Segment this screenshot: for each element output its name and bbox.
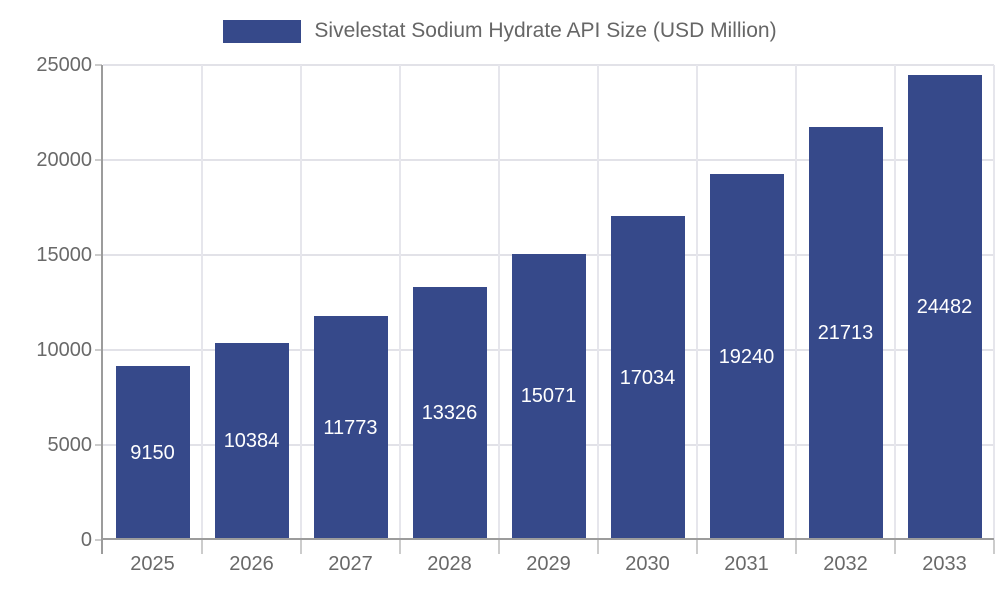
x-tick-label: 2028 [427,553,472,575]
y-tick-label: 25000 [36,54,92,76]
bar: 19240 [709,174,784,540]
gridline-horizontal [103,159,994,161]
gridline-vertical [498,65,500,540]
x-tick-mark [498,540,500,554]
bar-value-label: 15071 [520,385,577,408]
bar: 10384 [214,342,289,540]
gridline-vertical [993,65,995,540]
bar: 11773 [313,316,388,540]
gridline-vertical [894,65,896,540]
gridline-horizontal [103,64,994,66]
y-tick-label: 20000 [36,149,92,171]
x-tick-mark [993,540,995,554]
bar: 15071 [511,253,586,540]
x-tick-mark [201,540,203,554]
y-tick-mark [95,159,102,161]
plot-area: 9150 10384 11773 13326 15071 17034 19240 21713 2… [103,64,995,540]
gridline-vertical [696,65,698,540]
y-axis-line [101,65,103,554]
y-tick-mark [95,64,102,66]
x-axis-line [101,538,994,540]
bar-value-label: 21713 [817,322,874,345]
bar-value-label: 13326 [421,401,478,424]
legend-label: Sivelestat Sodium Hydrate API Size (USD … [314,19,777,42]
legend[interactable]: Sivelestat Sodium Hydrate API Size (USD … [0,17,1000,45]
y-tick-mark [95,349,102,351]
gridline-vertical [201,65,203,540]
x-tick-label: 2025 [130,553,175,575]
y-tick-label: 10000 [36,339,92,361]
x-tick-mark [696,540,698,554]
bar-value-label: 19240 [718,345,775,368]
x-tick-mark [300,540,302,554]
gridline-vertical [795,65,797,540]
gridline-vertical [399,65,401,540]
y-tick-label: 5000 [47,434,93,456]
bar-value-label: 24482 [916,295,973,318]
bar-value-label: 11773 [323,416,378,439]
y-tick-mark [95,254,102,256]
x-tick-label: 2031 [724,553,769,575]
x-tick-label: 2026 [229,553,274,575]
x-tick-mark [894,540,896,554]
y-tick-label: 15000 [36,244,92,266]
bar: 21713 [808,127,883,540]
bar: 17034 [610,216,685,540]
x-tick-mark [399,540,401,554]
x-tick-label: 2030 [625,553,670,575]
x-tick-label: 2033 [922,553,967,575]
bar: 13326 [412,286,487,540]
gridline-vertical [300,65,302,540]
gridline-vertical [597,65,599,540]
x-tick-label: 2032 [823,553,868,575]
bar-value-label: 17034 [619,366,676,389]
y-tick-mark [95,539,102,541]
x-tick-label: 2027 [328,553,373,575]
y-tick-label: 0 [80,529,92,551]
bar: 9150 [115,366,190,540]
y-tick-mark [95,444,102,446]
bar-value-label: 10384 [223,429,280,452]
x-tick-label: 2029 [526,553,571,575]
legend-swatch-icon [223,19,302,43]
bar-value-label: 9150 [130,441,175,464]
x-tick-mark [795,540,797,554]
bar: 24482 [907,74,982,540]
x-tick-mark [597,540,599,554]
